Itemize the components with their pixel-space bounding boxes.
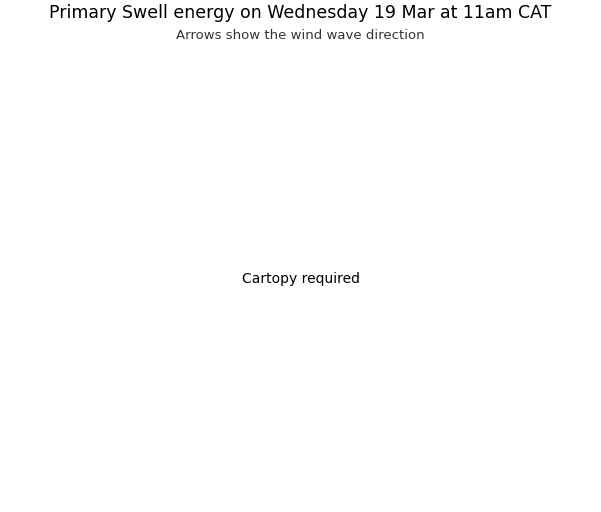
Text: Arrows show the wind wave direction: Arrows show the wind wave direction bbox=[176, 29, 425, 41]
Text: Cartopy required: Cartopy required bbox=[242, 271, 359, 286]
Text: Primary Swell energy on Wednesday 19 Mar at 11am CAT: Primary Swell energy on Wednesday 19 Mar… bbox=[49, 4, 552, 22]
